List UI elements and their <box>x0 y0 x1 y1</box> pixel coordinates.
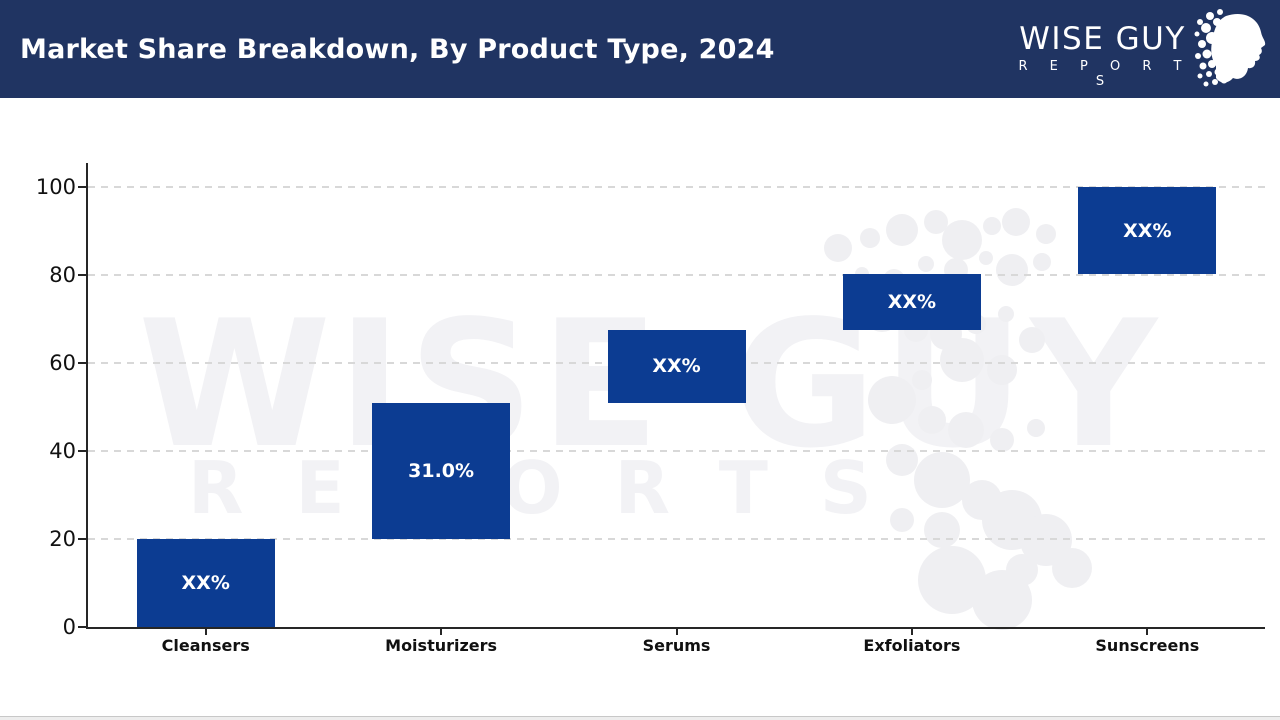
bar-cells: XX% 31.0% XX% XX% XX% <box>88 163 1265 635</box>
logo-subtitle: R E P O R T S <box>1018 59 1191 89</box>
x-category-label-exfoliators: Exfoliators <box>863 636 961 655</box>
x-category-labels: Cleansers Moisturizers Serums Exfoliators Su… <box>88 636 1265 655</box>
x-tick-cleansers <box>204 629 207 635</box>
y-tick-label-100: 100 <box>35 175 76 200</box>
bar-cleansers: XX% <box>136 539 275 627</box>
x-tick-moisturizers <box>440 629 443 635</box>
x-tick-serums <box>675 629 678 635</box>
x-category-label-moisturizers: Moisturizers <box>385 636 498 655</box>
logo-wordmark: WISE GUY <box>1019 21 1186 57</box>
bar-value-label-moisturizers: 31.0% <box>408 459 475 482</box>
y-tick-40 <box>78 450 86 453</box>
bar-exfoliators: XX% <box>842 274 981 331</box>
y-tick-0 <box>78 626 86 628</box>
bar-value-label-sunscreens: XX% <box>1123 219 1172 242</box>
bar-serums: XX% <box>607 330 746 403</box>
x-category-label-cleansers: Cleansers <box>161 636 250 655</box>
gridline-20 <box>88 538 1265 541</box>
gridline-100 <box>88 186 1265 189</box>
bar-value-label-exfoliators: XX% <box>887 291 937 314</box>
y-tick-label-0: 0 <box>62 615 76 639</box>
bar-value-label-serums: XX% <box>652 355 701 378</box>
cell-serums: XX% <box>559 163 794 635</box>
wise-guy-head-icon <box>1194 9 1266 87</box>
y-tick-20 <box>78 538 86 541</box>
y-tick-label-80: 80 <box>49 263 76 288</box>
x-tick-exfoliators <box>910 629 913 635</box>
watermark-head-dots <box>824 208 1092 630</box>
y-tick-100 <box>78 186 86 189</box>
y-tick-60 <box>78 362 86 365</box>
header-bar: Market Share Breakdown, By Product Type,… <box>0 0 1280 98</box>
y-tick-label-60: 60 <box>49 351 76 376</box>
cell-cleansers: XX% <box>88 163 323 635</box>
gridline-80 <box>88 274 1265 277</box>
y-tick-label-40: 40 <box>49 439 76 464</box>
x-axis <box>86 627 1265 629</box>
plot-area: XX% 31.0% XX% XX% XX% 0 20 40 60 80 100 <box>36 163 1265 639</box>
y-tick-label-20: 20 <box>49 527 76 552</box>
x-tick-sunscreens <box>1146 629 1149 635</box>
x-category-label-serums: Serums <box>642 636 711 655</box>
bottom-margin <box>0 717 1280 720</box>
logo-text: WISE GUY R E P O R T S <box>1010 22 1195 89</box>
page-title: Market Share Breakdown, By Product Type,… <box>20 33 775 65</box>
bottom-divider <box>0 716 1280 717</box>
bar-moisturizers: 31.0% <box>372 402 511 540</box>
y-tick-80 <box>78 274 86 277</box>
y-axis <box>86 163 88 629</box>
cell-moisturizers: 31.0% <box>323 163 558 635</box>
bar-sunscreens: XX% <box>1078 187 1217 275</box>
x-category-label-sunscreens: Sunscreens <box>1095 636 1200 655</box>
chart-area: WISE GUY REPORTS XX <box>0 98 1280 720</box>
gridline-40 <box>88 450 1265 453</box>
wise-guy-logo: WISE GUY R E P O R T S <box>1010 6 1270 92</box>
cell-exfoliators: XX% <box>794 163 1029 635</box>
bar-value-label-cleansers: XX% <box>181 572 230 595</box>
watermark-subtitle: REPORTS <box>188 446 924 530</box>
cell-sunscreens: XX% <box>1030 163 1265 635</box>
